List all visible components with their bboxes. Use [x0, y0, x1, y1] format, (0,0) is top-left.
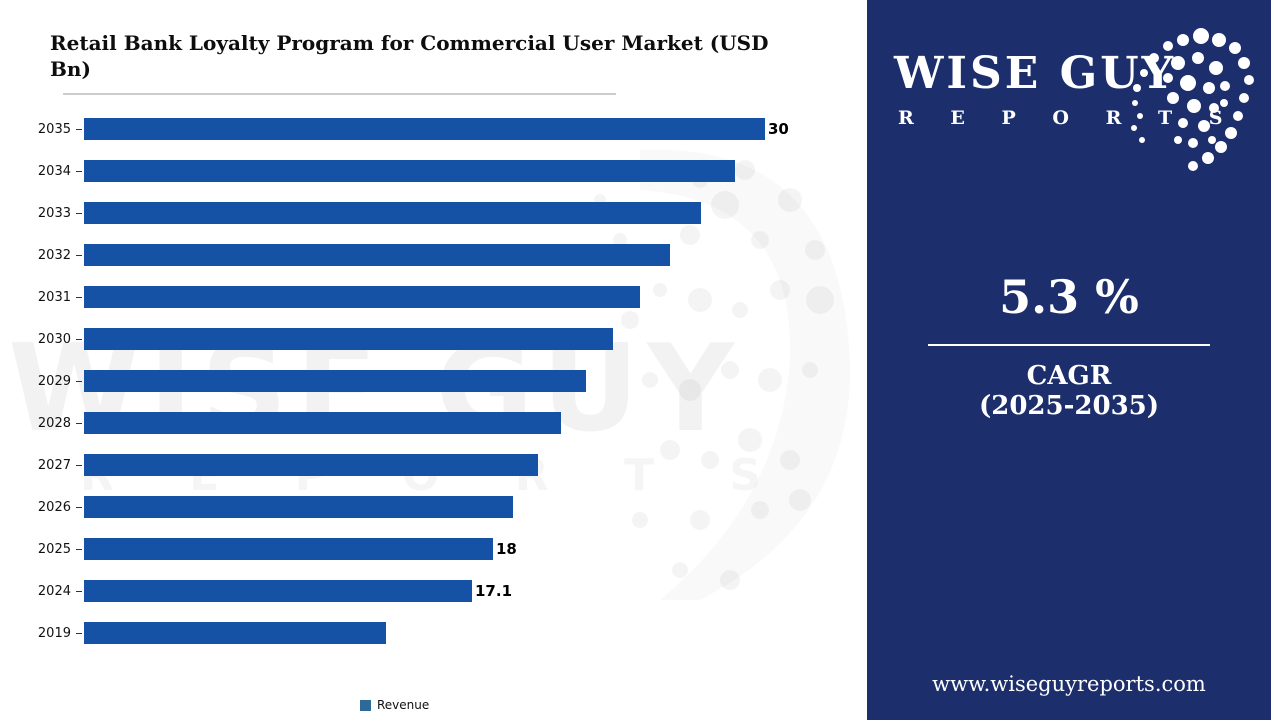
bar-track	[84, 318, 851, 360]
brand-logo: WISE GUY R E P O R T S	[894, 28, 1254, 178]
cagr-block: 5.3 % CAGR (2025-2035)	[928, 270, 1210, 422]
axis-tick	[76, 338, 82, 340]
brand-subname: R E P O R T S	[898, 107, 1238, 129]
revenue-bar-2034	[84, 160, 735, 182]
axis-tick	[76, 212, 82, 214]
bar-track	[84, 486, 851, 528]
bar-track: 17.1	[84, 570, 851, 612]
revenue-bar-2026	[84, 496, 513, 518]
bar-track: 18	[84, 528, 851, 570]
cagr-range: (2025-2035)	[978, 390, 1160, 421]
legend-label: Revenue	[377, 698, 430, 712]
bar-row: 2024 17.1	[24, 570, 851, 612]
y-axis-tick-label: 2019	[37, 625, 71, 641]
bar-plot: 2035 30 2034 2033 2032 2031 2030 2029 2028 2027 20…	[24, 108, 851, 656]
y-axis-tick-label: 2026	[37, 499, 71, 515]
bar-row: 2028	[24, 402, 851, 444]
axis-tick	[76, 548, 82, 550]
chart-legend: Revenue	[360, 698, 429, 712]
website-url: www.wiseguyreports.com	[932, 672, 1206, 696]
y-axis-tick-label: 2028	[37, 415, 71, 431]
revenue-bar-2024	[84, 580, 472, 602]
bar-row: 2025 18	[24, 528, 851, 570]
bar-value-label: 30	[768, 120, 789, 138]
cagr-divider	[928, 344, 1210, 346]
axis-tick	[76, 590, 82, 592]
bar-track	[84, 444, 851, 486]
bar-row: 2029	[24, 360, 851, 402]
chart-section: WISE GUY R E P O R T S Retail Bank Loyal…	[8, 31, 851, 712]
y-axis-tick-label: 2027	[37, 457, 71, 473]
y-axis-tick-label: 2032	[37, 247, 71, 263]
axis-tick	[76, 506, 82, 508]
bar-value-label: 18	[496, 540, 517, 558]
y-axis-tick-label: 2033	[37, 205, 71, 221]
bar-row: 2027	[24, 444, 851, 486]
title-divider	[63, 93, 616, 95]
bar-row: 2030	[24, 318, 851, 360]
dotted-head-icon	[1131, 28, 1254, 171]
axis-tick	[76, 254, 82, 256]
bar-row: 2032	[24, 234, 851, 276]
bar-value-label: 17.1	[475, 582, 513, 600]
revenue-bar-2028	[84, 412, 561, 434]
y-axis-tick-label: 2031	[37, 289, 71, 305]
bar-track	[84, 234, 851, 276]
axis-tick	[76, 128, 82, 130]
y-axis-tick-label: 2024	[37, 583, 71, 599]
revenue-bar-2027	[84, 454, 538, 476]
revenue-bar-2030	[84, 328, 613, 350]
revenue-bar-2025	[84, 538, 493, 560]
revenue-bar-2031	[84, 286, 640, 308]
bar-track	[84, 192, 851, 234]
revenue-bar-2035	[84, 118, 765, 140]
axis-tick	[76, 380, 82, 382]
revenue-bar-2032	[84, 244, 670, 266]
bar-row: 2026	[24, 486, 851, 528]
bar-row: 2031	[24, 276, 851, 318]
bar-track	[84, 360, 851, 402]
y-axis-tick-label: 2030	[37, 331, 71, 347]
revenue-bar-2019	[84, 622, 386, 644]
y-axis-tick-label: 2029	[37, 373, 71, 389]
bar-track	[84, 150, 851, 192]
bar-row: 2034	[24, 150, 851, 192]
axis-tick	[76, 296, 82, 298]
brand-name: WISE GUY	[894, 48, 1176, 99]
cagr-value: 5.3 %	[999, 270, 1139, 324]
y-axis-tick-label: 2035	[37, 121, 71, 137]
bar-track	[84, 276, 851, 318]
bar-track	[84, 402, 851, 444]
axis-tick	[76, 632, 82, 634]
revenue-bar-2033	[84, 202, 701, 224]
chart-title: Retail Bank Loyalty Program for Commerci…	[50, 31, 769, 81]
cagr-label: CAGR	[1026, 361, 1112, 391]
bar-row: 2033	[24, 192, 851, 234]
legend-swatch	[360, 699, 371, 711]
y-axis-tick-label: 2025	[37, 541, 71, 557]
bar-track: 30	[84, 108, 851, 150]
brand-panel: WISE GUY R E P O R T S 5.3 % CAGR (2025-…	[867, 0, 1271, 720]
bar-row: 2035 30	[24, 108, 851, 150]
y-axis-tick-label: 2034	[37, 163, 71, 179]
bar-row: 2019	[24, 612, 851, 654]
axis-tick	[76, 422, 82, 424]
axis-tick	[76, 464, 82, 466]
revenue-bar-2029	[84, 370, 586, 392]
axis-tick	[76, 170, 82, 172]
bar-track	[84, 612, 851, 654]
